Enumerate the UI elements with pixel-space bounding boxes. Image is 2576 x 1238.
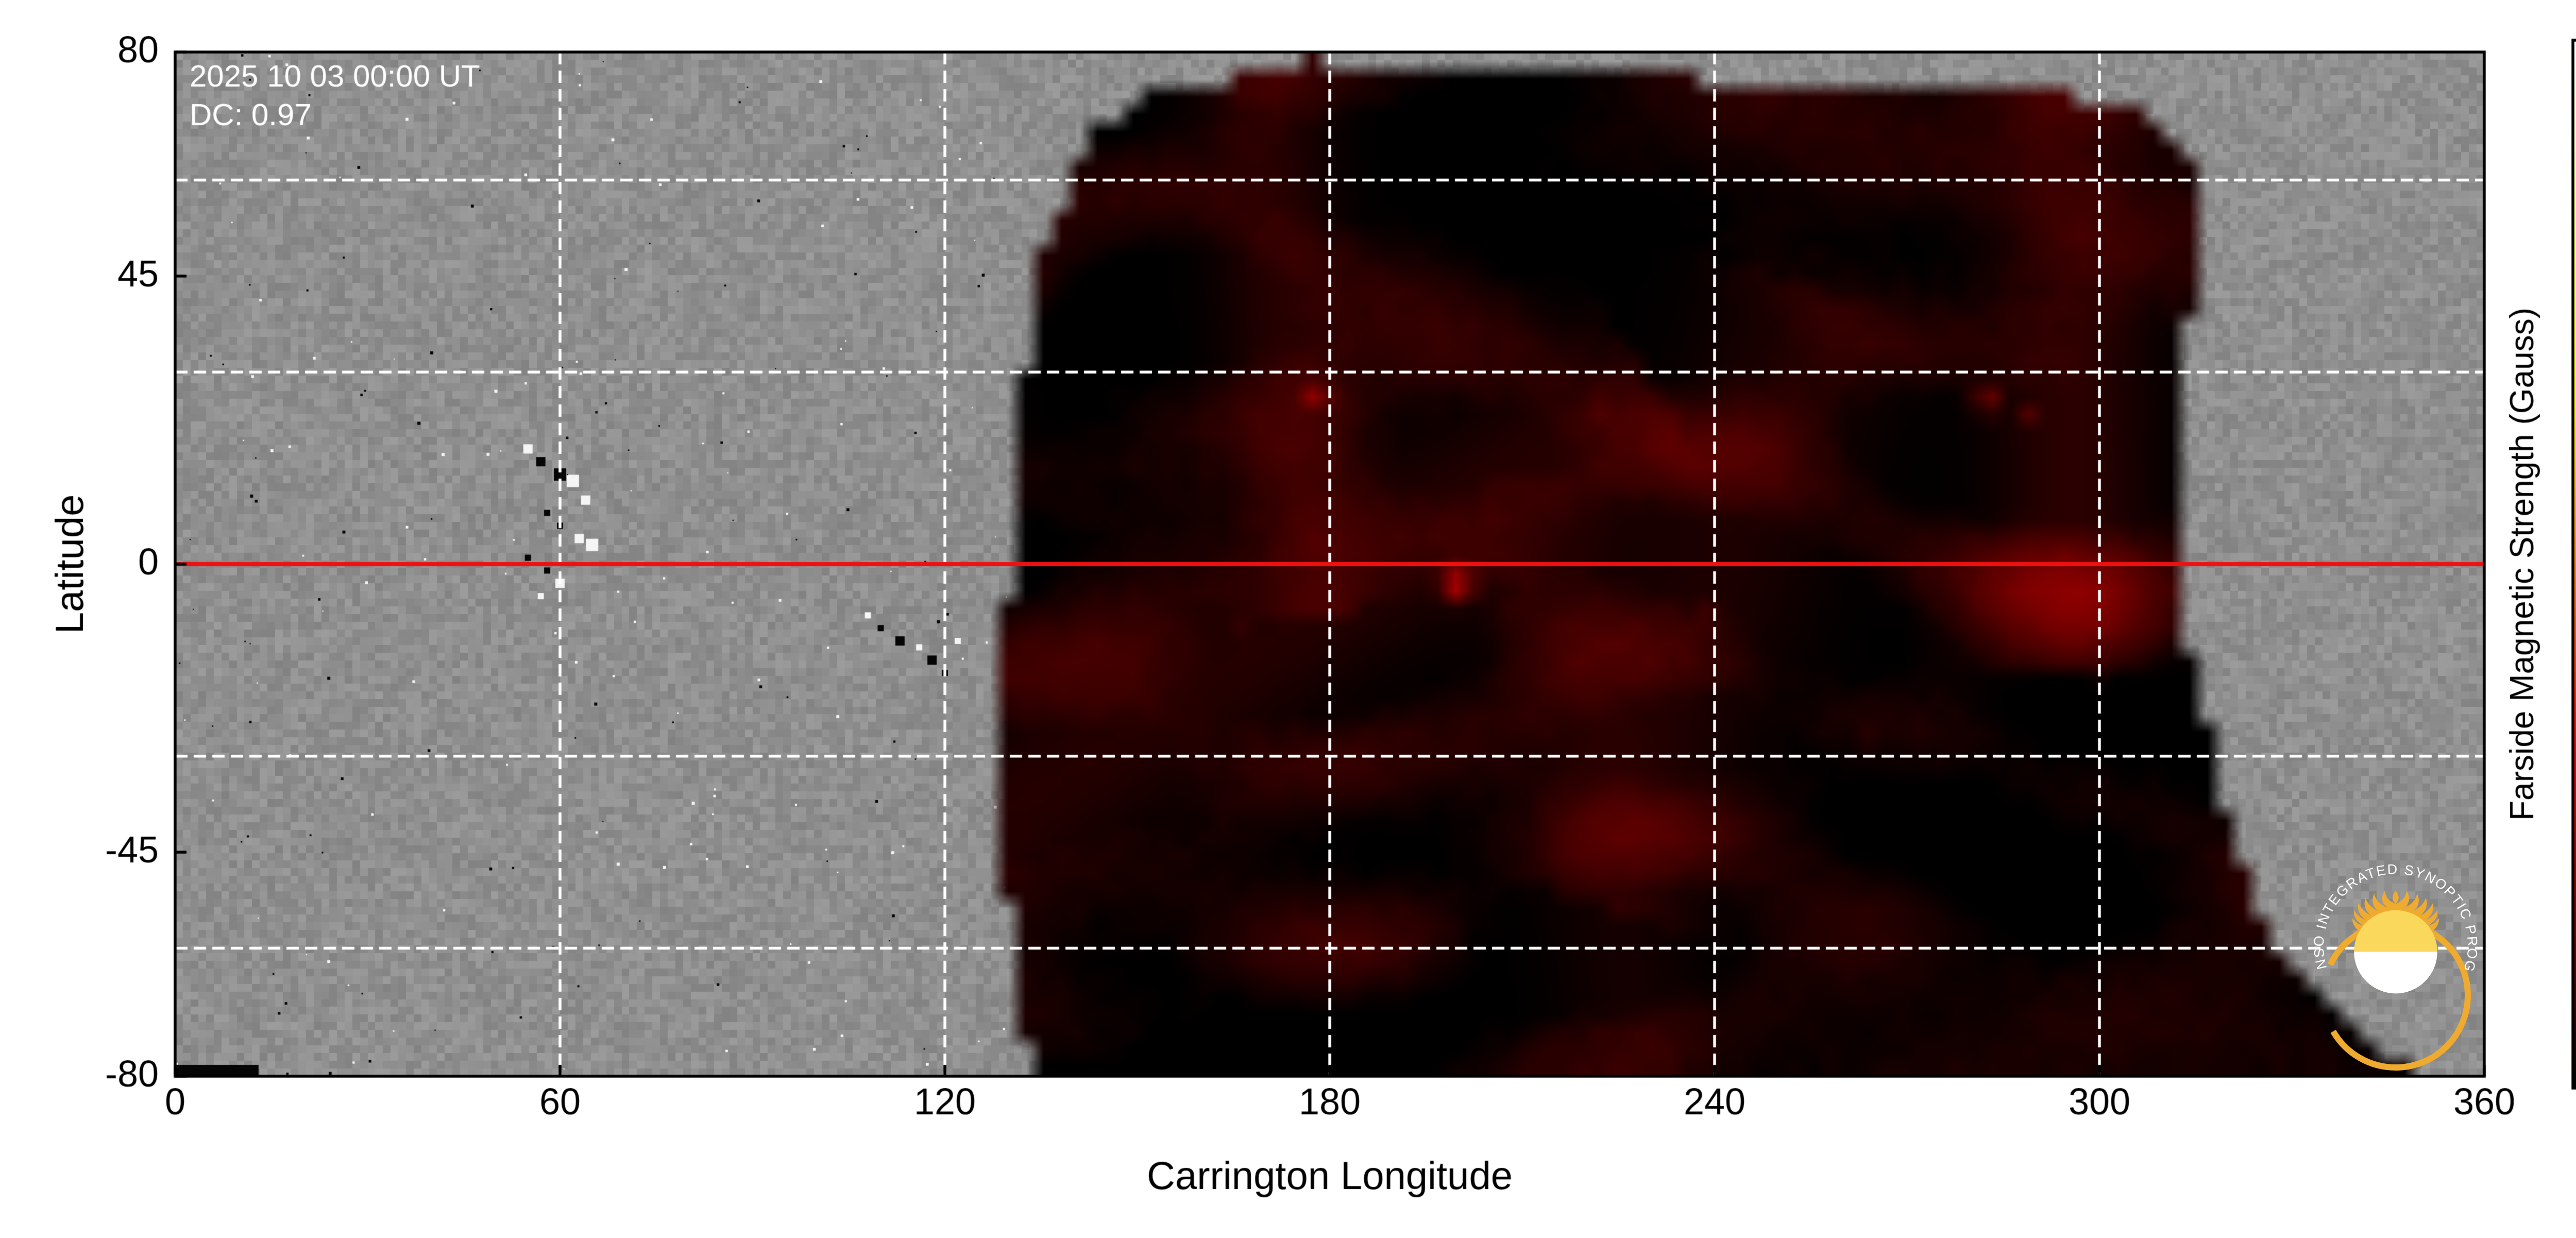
svg-text:NSO INTEGRATED SYNOPTIC PROGRA: NSO INTEGRATED SYNOPTIC PROGRAM — [175, 52, 2480, 974]
